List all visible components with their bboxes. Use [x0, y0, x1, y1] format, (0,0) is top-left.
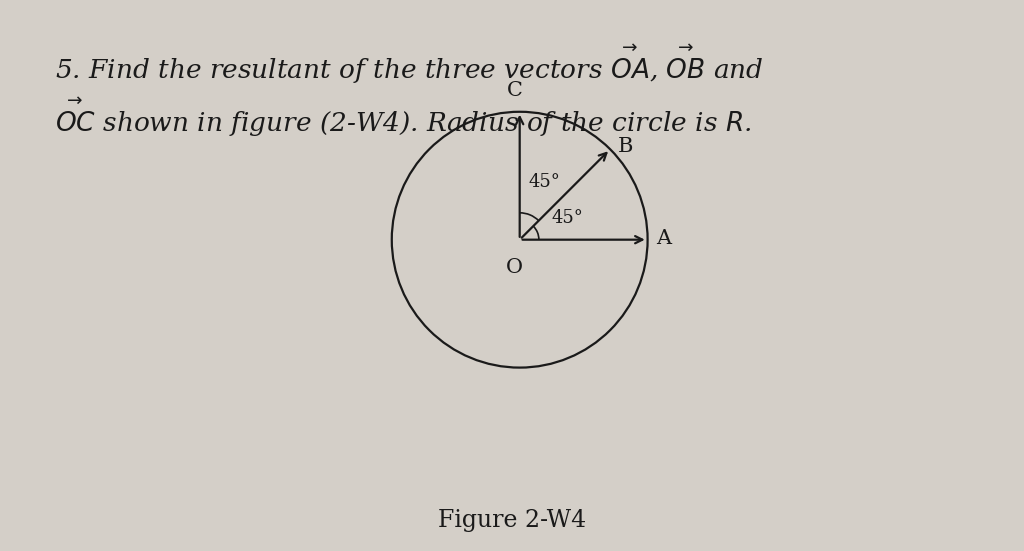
Text: 5. Find the resultant of the three vectors $\overset{\rightarrow}{OA}$, $\overse: 5. Find the resultant of the three vecto…: [55, 42, 764, 86]
Text: Figure 2-W4: Figure 2-W4: [438, 509, 586, 532]
Text: C: C: [507, 81, 522, 100]
Text: $\overset{\rightarrow}{OC}$ shown in figure (2-W4). Radius of the circle is $R$.: $\overset{\rightarrow}{OC}$ shown in fig…: [55, 95, 752, 139]
Text: 45°: 45°: [552, 209, 584, 227]
Text: B: B: [617, 137, 633, 156]
Text: A: A: [656, 229, 672, 248]
Text: O: O: [506, 258, 523, 277]
Text: 45°: 45°: [528, 173, 560, 191]
